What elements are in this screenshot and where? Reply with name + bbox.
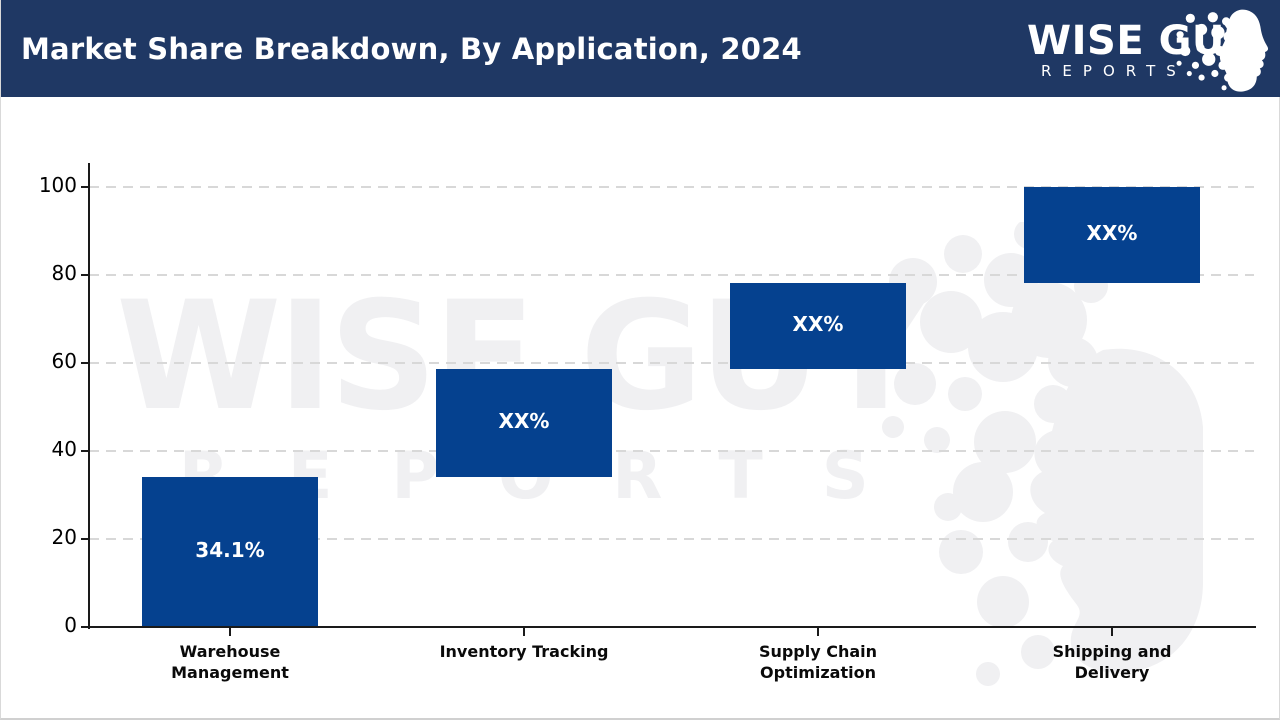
logo-head-icon <box>1176 9 1269 92</box>
y-tick-label: 60 <box>51 349 77 374</box>
y-axis-spine <box>88 163 90 629</box>
gridline <box>89 274 1254 277</box>
bar-value-label: 34.1% <box>195 538 265 563</box>
x-axis-spine <box>88 626 1256 628</box>
logo-reports-label: REPORTS <box>1041 62 1187 80</box>
y-tick-mark <box>81 626 89 628</box>
x-tick-mark <box>523 627 525 636</box>
y-tick-label: 100 <box>38 173 77 198</box>
y-tick-mark <box>81 450 89 453</box>
gridline <box>89 538 1254 541</box>
logo: WISE GUY REPORTS <box>1024 0 1269 97</box>
watermark-head-icon <box>874 222 1203 686</box>
y-tick-label: 80 <box>51 261 77 286</box>
bar-value-label: XX% <box>498 409 550 434</box>
y-tick-mark <box>81 362 89 365</box>
bar-value-label: XX% <box>1086 221 1138 246</box>
bar <box>730 282 906 370</box>
header: Market Share Breakdown, By Application, … <box>1 0 1280 97</box>
gridline <box>89 186 1254 189</box>
x-tick-mark <box>1111 627 1113 636</box>
y-tick-mark <box>81 538 89 541</box>
y-tick-label: 40 <box>51 437 77 462</box>
x-tick-label: Shipping and Delivery <box>1052 642 1172 682</box>
x-tick-label: Inventory Tracking <box>439 642 609 661</box>
bar-value-label: XX% <box>792 312 844 337</box>
page-title: Market Share Breakdown, By Application, … <box>21 31 802 66</box>
y-tick-label: 20 <box>51 525 77 550</box>
bar <box>1024 187 1200 283</box>
y-tick-mark <box>81 186 89 189</box>
y-tick-mark <box>81 274 89 277</box>
x-tick-mark <box>229 627 231 636</box>
bar <box>142 477 318 627</box>
x-tick-label: Warehouse Management <box>171 642 289 682</box>
x-tick-mark <box>817 627 819 636</box>
logo-wordmark: WISE GUY <box>1027 18 1255 64</box>
gridline <box>89 450 1254 453</box>
y-tick-label: 0 <box>64 613 77 637</box>
bar <box>436 369 612 478</box>
gridline <box>89 362 1254 365</box>
x-tick-label: Supply Chain Optimization <box>758 642 878 682</box>
